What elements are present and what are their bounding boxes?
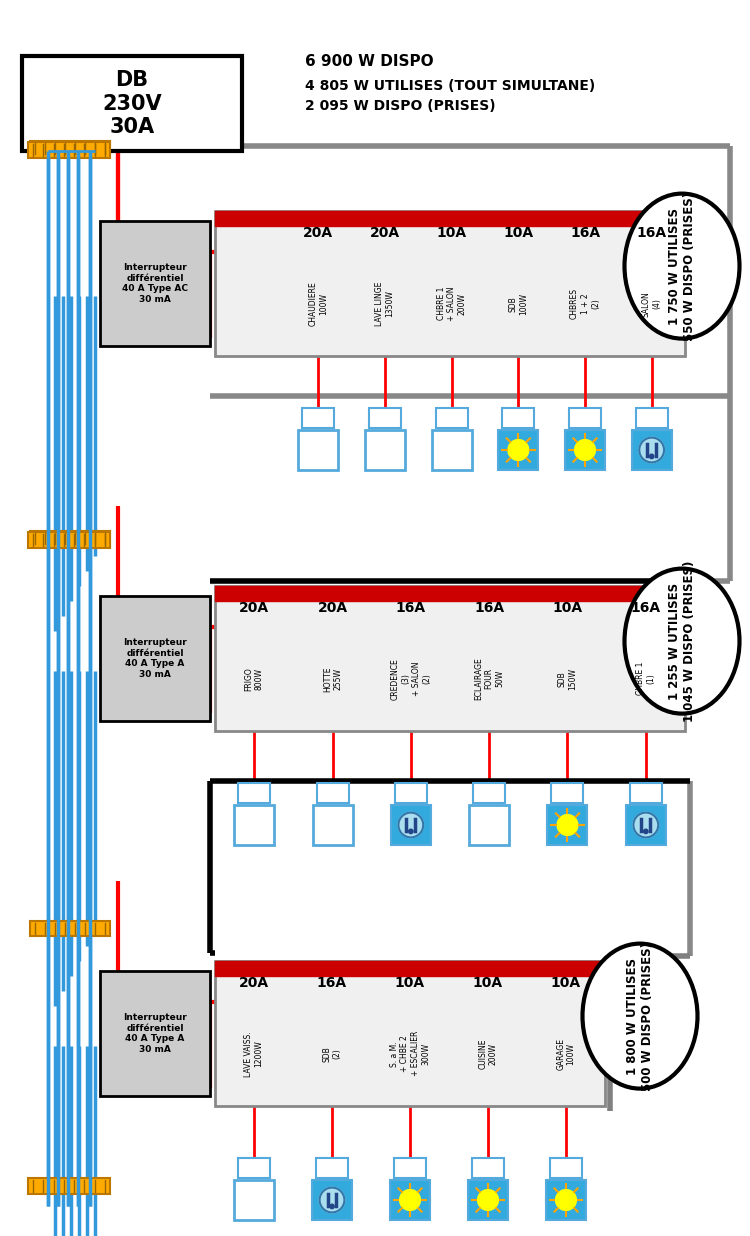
Text: 20A: 20A [239, 976, 269, 990]
Circle shape [330, 1204, 334, 1209]
Circle shape [644, 829, 648, 833]
Text: 10A: 10A [395, 976, 425, 990]
Text: 10A: 10A [473, 976, 503, 990]
Text: LAVE LINGE
1350W: LAVE LINGE 1350W [375, 282, 394, 326]
Circle shape [508, 440, 529, 460]
Bar [28, 142, 110, 158]
Text: 10A: 10A [553, 601, 583, 616]
Circle shape [478, 1189, 499, 1210]
Bar [313, 805, 352, 845]
Circle shape [639, 438, 664, 462]
Text: S. a M.
+ CHBE 2
+ ESCALIER
300W: S. a M. + CHBE 2 + ESCALIER 300W [390, 1031, 430, 1077]
Text: CHBRE 1
+ SALON
200W: CHBRE 1 + SALON 200W [436, 287, 466, 321]
Bar [432, 430, 472, 470]
Bar [391, 805, 430, 845]
Bar [636, 408, 668, 428]
Text: DB
230V
30A: DB 230V 30A [102, 70, 162, 137]
Text: 6 900 W DISPO: 6 900 W DISPO [305, 53, 434, 68]
Text: ECLAIRAGE
FOUR
50W: ECLAIRAGE FOUR 50W [474, 658, 504, 700]
Circle shape [557, 815, 578, 836]
Text: HOTTE
255W: HOTTE 255W [322, 666, 342, 692]
Bar [215, 962, 605, 1106]
Bar [626, 805, 666, 845]
Bar [472, 1158, 504, 1178]
Bar [215, 211, 685, 356]
Bar [100, 596, 210, 721]
Bar [369, 408, 401, 428]
Bar [632, 430, 672, 470]
Circle shape [320, 1188, 344, 1213]
Bar [238, 1158, 270, 1178]
Bar [298, 430, 338, 470]
Circle shape [556, 1189, 577, 1210]
Circle shape [400, 1189, 421, 1210]
Text: Interrupteur
différentiel
40 A Type AC
30 mA: Interrupteur différentiel 40 A Type AC 3… [122, 263, 188, 304]
Bar [470, 805, 509, 845]
Text: CREDENCE
(3)
+ SALON
(2): CREDENCE (3) + SALON (2) [391, 658, 431, 700]
Text: 16A: 16A [631, 601, 661, 616]
Ellipse shape [625, 194, 740, 339]
Text: 20A: 20A [239, 601, 269, 616]
Bar [630, 782, 662, 803]
Text: 1 750 W UTILISES
550 W DISPO (PRISES): 1 750 W UTILISES 550 W DISPO (PRISES) [668, 192, 696, 341]
Bar [473, 782, 506, 803]
Bar [316, 1158, 348, 1178]
Bar [468, 1180, 508, 1220]
Bar [30, 921, 110, 936]
Text: 10A: 10A [503, 226, 533, 240]
Circle shape [650, 454, 654, 459]
Bar [234, 805, 274, 845]
Text: 20A: 20A [317, 601, 347, 616]
Text: CUISINE
200W: CUISINE 200W [478, 1038, 498, 1069]
Text: SDB
100W: SDB 100W [509, 293, 528, 315]
Ellipse shape [583, 943, 698, 1089]
Bar [548, 805, 587, 845]
Bar [100, 971, 210, 1096]
Bar [30, 531, 110, 546]
Bar [394, 782, 427, 803]
Circle shape [634, 812, 658, 838]
Text: CHBRES
1 + 2
(2): CHBRES 1 + 2 (2) [570, 288, 600, 319]
Text: 1 800 W UTILISES
500 W DISPO (PRISES): 1 800 W UTILISES 500 W DISPO (PRISES) [626, 942, 654, 1090]
Text: 10A: 10A [551, 976, 581, 990]
Bar [28, 1178, 110, 1194]
Circle shape [409, 829, 413, 833]
Text: 16A: 16A [317, 976, 347, 990]
Text: 20A: 20A [303, 226, 334, 240]
Bar [215, 586, 685, 601]
Text: 16A: 16A [396, 601, 426, 616]
Bar [30, 141, 110, 156]
Bar [100, 221, 210, 346]
Text: SDB
150W: SDB 150W [558, 667, 578, 690]
Text: 1 255 W UTILISES
1 045 W DISPO (PRISES): 1 255 W UTILISES 1 045 W DISPO (PRISES) [668, 560, 696, 722]
Text: LAVE VAISS.
1200W: LAVE VAISS. 1200W [244, 1031, 264, 1077]
Text: 10A: 10A [436, 226, 466, 240]
Bar [550, 1158, 582, 1178]
Text: 2 095 W DISPO (PRISES): 2 095 W DISPO (PRISES) [305, 99, 496, 112]
Circle shape [398, 812, 423, 838]
Bar [503, 408, 534, 428]
Bar [436, 408, 468, 428]
Bar [302, 408, 334, 428]
Text: 4 805 W UTILISES (TOUT SIMULTANE): 4 805 W UTILISES (TOUT SIMULTANE) [305, 79, 596, 93]
Text: 16A: 16A [637, 226, 667, 240]
Bar [234, 1180, 274, 1220]
Text: GARAGE
100W: GARAGE 100W [556, 1038, 576, 1070]
Circle shape [574, 440, 596, 460]
Text: Interrupteur
différentiel
40 A Type A
30 mA: Interrupteur différentiel 40 A Type A 30… [123, 1014, 187, 1053]
Text: SDB
(2): SDB (2) [322, 1046, 342, 1062]
Bar [215, 211, 685, 226]
Bar [215, 586, 685, 730]
Bar [238, 782, 270, 803]
Bar [551, 782, 584, 803]
Bar [215, 962, 605, 976]
Bar [565, 430, 605, 470]
Text: 16A: 16A [474, 601, 504, 616]
Text: FRIGO
800W: FRIGO 800W [244, 667, 264, 691]
Text: CHBRE 1
(1): CHBRE 1 (1) [636, 662, 656, 696]
Text: CHAUDIERE
100W: CHAUDIERE 100W [309, 282, 328, 326]
Ellipse shape [625, 569, 740, 713]
Text: Interrupteur
différentiel
40 A Type A
30 mA: Interrupteur différentiel 40 A Type A 30… [123, 639, 187, 679]
Text: SALON
(4): SALON (4) [642, 290, 662, 316]
Bar [498, 430, 538, 470]
